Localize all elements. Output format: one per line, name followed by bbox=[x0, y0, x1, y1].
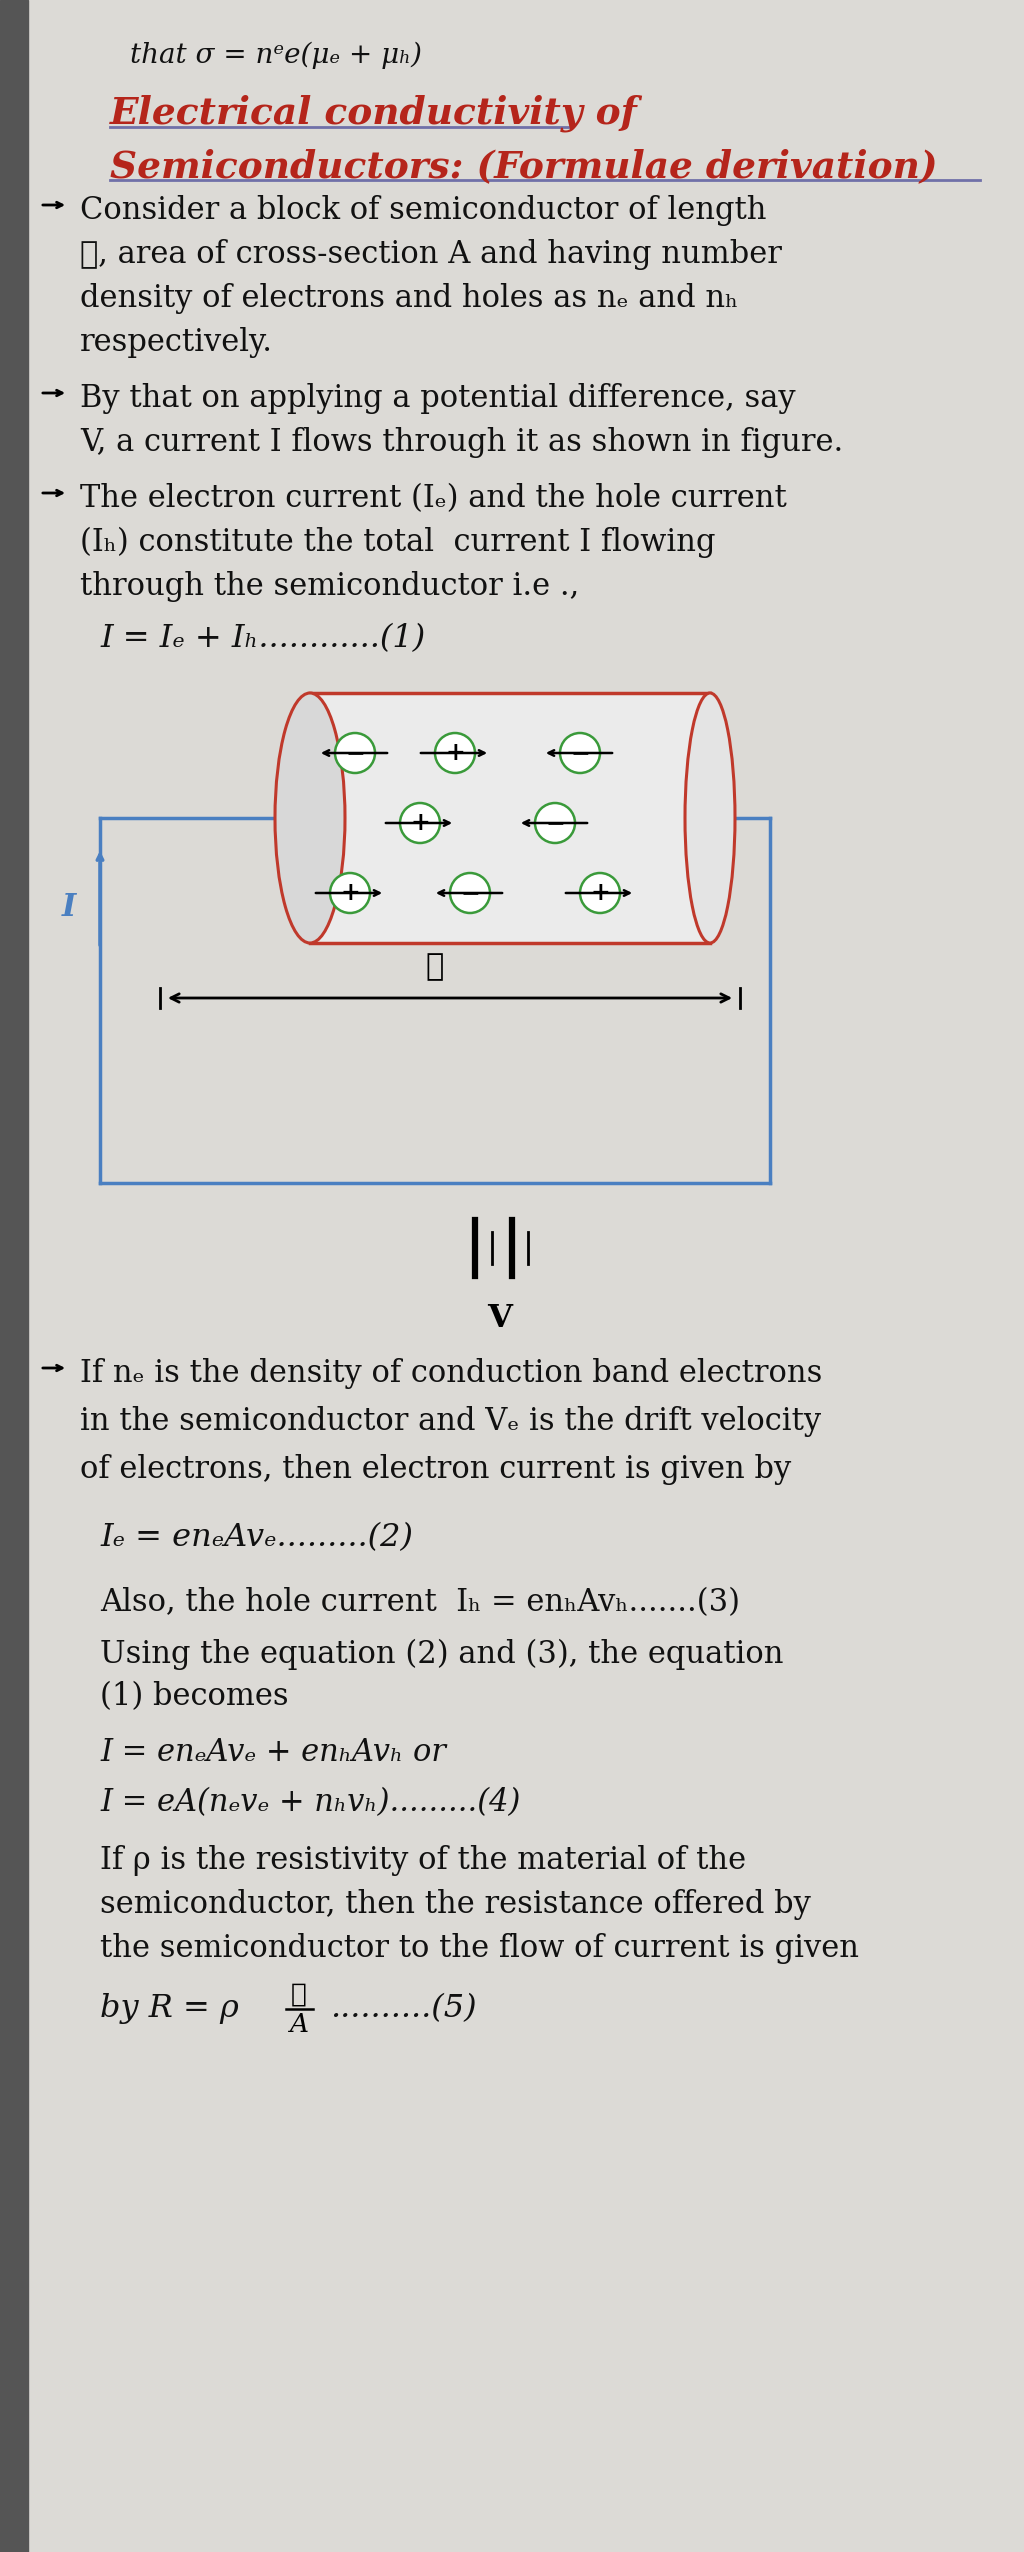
Circle shape bbox=[535, 804, 575, 842]
Text: −: − bbox=[345, 740, 365, 766]
Text: The electron current (Iₑ) and the hole current: The electron current (Iₑ) and the hole c… bbox=[80, 482, 786, 513]
Text: that σ = nᵉe(μₑ + μₕ): that σ = nᵉe(μₑ + μₕ) bbox=[130, 41, 422, 69]
Text: ℓ, area of cross-section A and having number: ℓ, area of cross-section A and having nu… bbox=[80, 240, 782, 271]
Text: +: + bbox=[411, 812, 430, 835]
Ellipse shape bbox=[685, 694, 735, 944]
Text: +: + bbox=[590, 880, 610, 906]
Text: I: I bbox=[62, 893, 76, 924]
Text: respectively.: respectively. bbox=[80, 327, 273, 357]
Text: −: − bbox=[460, 880, 480, 906]
Circle shape bbox=[450, 873, 490, 914]
Text: Iₑ = enₑAvₑ.........(2): Iₑ = enₑAvₑ.........(2) bbox=[100, 1521, 413, 1554]
Text: Using the equation (2) and (3), the equation: Using the equation (2) and (3), the equa… bbox=[100, 1638, 783, 1669]
Text: Electrical conductivity of: Electrical conductivity of bbox=[110, 94, 638, 133]
Text: density of electrons and holes as nₑ and nₕ: density of electrons and holes as nₑ and… bbox=[80, 283, 738, 314]
Circle shape bbox=[330, 873, 370, 914]
Circle shape bbox=[435, 732, 475, 773]
Text: by R = ρ: by R = ρ bbox=[100, 1993, 249, 2024]
Text: V, a current I flows through it as shown in figure.: V, a current I flows through it as shown… bbox=[80, 426, 843, 457]
Text: +: + bbox=[445, 740, 465, 766]
Text: −: − bbox=[545, 812, 565, 835]
Text: (1) becomes: (1) becomes bbox=[100, 1682, 289, 1712]
Text: If nₑ is the density of conduction band electrons: If nₑ is the density of conduction band … bbox=[80, 1358, 822, 1388]
Circle shape bbox=[335, 732, 375, 773]
Text: through the semiconductor i.e .,: through the semiconductor i.e ., bbox=[80, 572, 580, 602]
Text: of electrons, then electron current is given by: of electrons, then electron current is g… bbox=[80, 1455, 792, 1485]
FancyBboxPatch shape bbox=[310, 694, 710, 944]
Text: I = enₑAvₑ + enₕAvₕ or: I = enₑAvₑ + enₕAvₕ or bbox=[100, 1738, 446, 1769]
Text: By that on applying a potential difference, say: By that on applying a potential differen… bbox=[80, 383, 796, 413]
Text: ℓ: ℓ bbox=[291, 1980, 307, 2006]
Text: semiconductor, then the resistance offered by: semiconductor, then the resistance offer… bbox=[100, 1888, 811, 1919]
Text: V: V bbox=[487, 1304, 512, 1335]
Circle shape bbox=[400, 804, 440, 842]
Text: (Iₕ) constitute the total  current I flowing: (Iₕ) constitute the total current I flow… bbox=[80, 528, 716, 559]
Text: Consider a block of semiconductor of length: Consider a block of semiconductor of len… bbox=[80, 194, 767, 227]
Text: −: − bbox=[570, 740, 590, 766]
Circle shape bbox=[560, 732, 600, 773]
Ellipse shape bbox=[275, 694, 345, 944]
Text: ℓ: ℓ bbox=[426, 952, 444, 983]
Text: the semiconductor to the flow of current is given: the semiconductor to the flow of current… bbox=[100, 1932, 859, 1965]
Text: If ρ is the resistivity of the material of the: If ρ is the resistivity of the material … bbox=[100, 1845, 746, 1876]
Text: A: A bbox=[290, 2011, 308, 2036]
Text: +: + bbox=[340, 880, 359, 906]
Bar bbox=[0, 0, 28, 2552]
Text: I = eA(nₑvₑ + nₕvₕ).........(4): I = eA(nₑvₑ + nₕvₕ).........(4) bbox=[100, 1786, 520, 1817]
Text: Also, the hole current  Iₕ = enₕAvₕ.......(3): Also, the hole current Iₕ = enₕAvₕ......… bbox=[100, 1587, 740, 1618]
Circle shape bbox=[580, 873, 620, 914]
Text: in the semiconductor and Vₑ is the drift velocity: in the semiconductor and Vₑ is the drift… bbox=[80, 1406, 821, 1437]
Text: Semiconductors: (Formulae derivation): Semiconductors: (Formulae derivation) bbox=[110, 148, 938, 184]
Text: ..........(5): ..........(5) bbox=[330, 1993, 476, 2024]
Text: I = Iₑ + Iₕ............(1): I = Iₑ + Iₕ............(1) bbox=[100, 623, 425, 653]
